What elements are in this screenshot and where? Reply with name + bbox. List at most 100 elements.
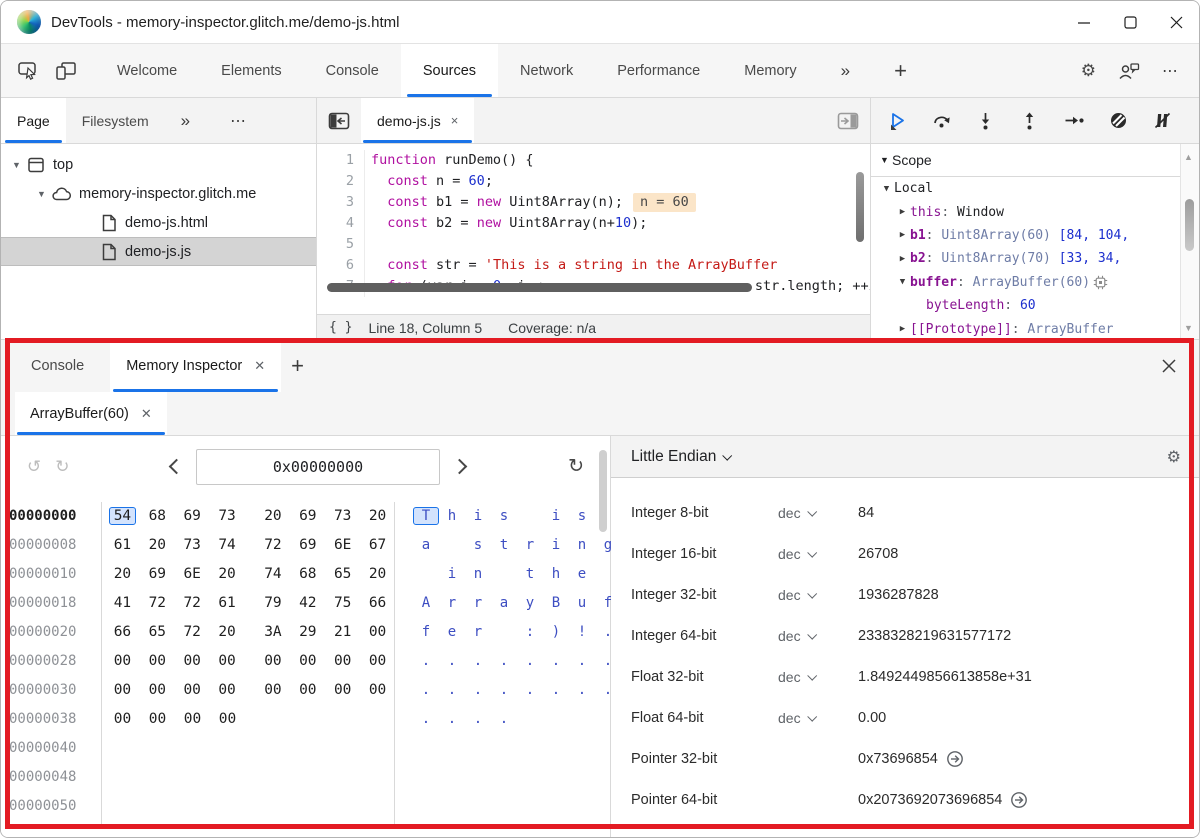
scroll-down-icon[interactable]: ▼ bbox=[1184, 323, 1193, 333]
memory-byte[interactable]: 00 bbox=[183, 710, 202, 727]
memory-byte[interactable]: 65 bbox=[333, 565, 352, 582]
memory-byte[interactable]: 20 bbox=[148, 536, 167, 553]
memory-byte[interactable]: 73 bbox=[218, 507, 236, 524]
memory-ascii-char[interactable]: i bbox=[551, 536, 561, 553]
memory-byte[interactable]: 72 bbox=[148, 594, 167, 611]
memory-ascii-char[interactable]: u bbox=[577, 594, 587, 611]
memory-ascii-char[interactable]: i bbox=[551, 507, 561, 524]
memory-ascii-char[interactable]: s bbox=[499, 507, 509, 524]
history-forward-icon[interactable]: ↻ bbox=[55, 456, 70, 476]
memory-ascii-char[interactable]: t bbox=[525, 565, 535, 582]
disclosure-triangle[interactable]: ▶ bbox=[899, 253, 906, 264]
memory-byte[interactable]: 00 bbox=[148, 681, 167, 698]
memory-ascii-char[interactable]: . bbox=[603, 681, 613, 698]
history-back-icon[interactable]: ↺ bbox=[27, 456, 42, 476]
pause-on-exceptions-button[interactable] bbox=[1152, 110, 1173, 131]
tab-memory[interactable]: Memory bbox=[744, 62, 797, 79]
memory-ascii-char[interactable]: . bbox=[421, 710, 431, 727]
memory-scrollbar-thumb[interactable] bbox=[599, 450, 607, 532]
show-navigator-icon[interactable] bbox=[317, 98, 361, 143]
memory-ascii-char[interactable]: a bbox=[421, 536, 431, 553]
memory-byte[interactable]: 6E bbox=[183, 565, 201, 582]
memory-ascii-char[interactable]: . bbox=[447, 652, 457, 669]
memory-ascii-char[interactable]: . bbox=[499, 681, 509, 698]
close-tab-icon[interactable]: ✕ bbox=[254, 358, 266, 373]
memory-ascii-char[interactable]: r bbox=[473, 623, 483, 640]
interpreter-format-select[interactable]: dec bbox=[778, 587, 858, 603]
memory-ascii-char[interactable]: r bbox=[473, 594, 483, 611]
memory-byte[interactable]: 54 bbox=[109, 506, 136, 525]
memory-ascii-char[interactable]: A bbox=[421, 594, 431, 611]
memory-byte[interactable]: 00 bbox=[113, 652, 132, 669]
resume-button[interactable] bbox=[887, 110, 908, 131]
memory-ascii-char[interactable]: t bbox=[499, 536, 509, 553]
line-number[interactable]: 6 bbox=[317, 255, 365, 276]
memory-byte[interactable]: 66 bbox=[113, 623, 132, 640]
deactivate-breakpoints-button[interactable] bbox=[1108, 110, 1129, 131]
memory-byte[interactable]: 20 bbox=[368, 507, 387, 524]
memory-ascii-char[interactable]: y bbox=[525, 594, 535, 611]
memory-ascii-char[interactable]: e bbox=[577, 565, 587, 582]
scope-row-b1[interactable]: ▶ b1: Uint8Array(60) [84, 104, bbox=[871, 224, 1180, 247]
memory-byte[interactable]: 00 bbox=[183, 652, 201, 669]
close-tab-icon[interactable]: ✕ bbox=[140, 405, 152, 421]
memory-ascii-char[interactable]: . bbox=[603, 652, 613, 669]
memory-byte[interactable]: 00 bbox=[333, 681, 352, 698]
step-button[interactable] bbox=[1063, 110, 1085, 131]
memory-ascii-char[interactable]: n bbox=[473, 565, 483, 582]
memory-ascii-char[interactable]: n bbox=[577, 536, 587, 553]
memory-ascii-char[interactable]: . bbox=[421, 652, 431, 669]
more-tabs-icon[interactable]: » bbox=[840, 60, 851, 80]
memory-ascii-char[interactable]: . bbox=[551, 681, 561, 698]
navigator-more-icon[interactable]: ⋯ bbox=[230, 112, 248, 130]
scope-row-byteLength[interactable]: byteLength: 60 bbox=[926, 298, 1036, 314]
disclosure-triangle[interactable]: ▶ bbox=[899, 207, 906, 218]
more-nav-tabs-icon[interactable]: » bbox=[180, 110, 191, 130]
memory-byte[interactable]: 00 bbox=[368, 652, 387, 669]
memory-byte[interactable]: 73 bbox=[333, 507, 352, 524]
memory-byte[interactable]: 20 bbox=[218, 623, 236, 640]
interpreter-settings-icon[interactable]: ⚙ bbox=[1166, 448, 1181, 466]
memory-ascii-char[interactable]: . bbox=[525, 652, 535, 669]
memory-byte[interactable]: 74 bbox=[218, 536, 236, 553]
memory-byte[interactable]: 61 bbox=[218, 594, 236, 611]
memory-byte[interactable]: 00 bbox=[183, 681, 201, 698]
disclosure-triangle[interactable]: ▶ bbox=[899, 324, 906, 335]
device-toolbar-icon[interactable] bbox=[54, 59, 77, 82]
memory-ascii-char[interactable]: . bbox=[473, 652, 483, 669]
memory-ascii-char[interactable]: h bbox=[447, 507, 457, 524]
step-over-button[interactable] bbox=[931, 110, 952, 131]
memory-ascii-char[interactable]: . bbox=[499, 710, 509, 727]
vertical-scrollbar[interactable] bbox=[856, 172, 864, 242]
memory-byte[interactable]: 00 bbox=[218, 681, 236, 698]
memory-byte[interactable]: 00 bbox=[299, 652, 317, 669]
memory-byte[interactable]: 00 bbox=[113, 710, 132, 727]
memory-byte[interactable]: 00 bbox=[368, 681, 387, 698]
scope-row-b2[interactable]: ▶ b2: Uint8Array(70) [33, 34, bbox=[871, 247, 1180, 270]
interpreter-format-select[interactable]: dec bbox=[778, 710, 858, 726]
memory-ascii-char[interactable]: s bbox=[577, 507, 587, 524]
memory-ascii-char[interactable]: . bbox=[577, 652, 587, 669]
memory-byte[interactable]: 00 bbox=[299, 681, 317, 698]
close-drawer-icon[interactable] bbox=[1161, 340, 1199, 392]
disclosure-triangle[interactable]: ▼ bbox=[12, 159, 21, 170]
memory-ascii-char[interactable] bbox=[439, 536, 465, 554]
memory-ascii-char[interactable]: . bbox=[525, 681, 535, 698]
memory-ascii-char[interactable] bbox=[491, 565, 517, 583]
next-page-icon[interactable] bbox=[451, 458, 468, 475]
interpreter-format-select[interactable]: dec bbox=[778, 546, 858, 562]
memory-byte[interactable]: 00 bbox=[148, 652, 167, 669]
memory-ascii-char[interactable]: s bbox=[473, 536, 483, 553]
horizontal-scrollbar[interactable] bbox=[327, 283, 752, 292]
close-button[interactable] bbox=[1153, 1, 1199, 43]
disclosure-triangle[interactable]: ▶ bbox=[899, 230, 906, 241]
memory-byte[interactable]: 00 bbox=[368, 623, 387, 640]
disclosure-triangle[interactable]: ▼ bbox=[37, 188, 46, 199]
memory-byte[interactable]: 20 bbox=[218, 565, 236, 582]
scroll-thumb[interactable] bbox=[1185, 199, 1194, 251]
memory-ascii-char[interactable]: . bbox=[499, 652, 509, 669]
disclosure-triangle[interactable]: ▼ bbox=[899, 277, 906, 288]
memory-byte[interactable]: 68 bbox=[148, 507, 167, 524]
scope-row-this[interactable]: ▶ this: Window bbox=[871, 200, 1180, 223]
close-tab-icon[interactable]: × bbox=[450, 113, 459, 128]
